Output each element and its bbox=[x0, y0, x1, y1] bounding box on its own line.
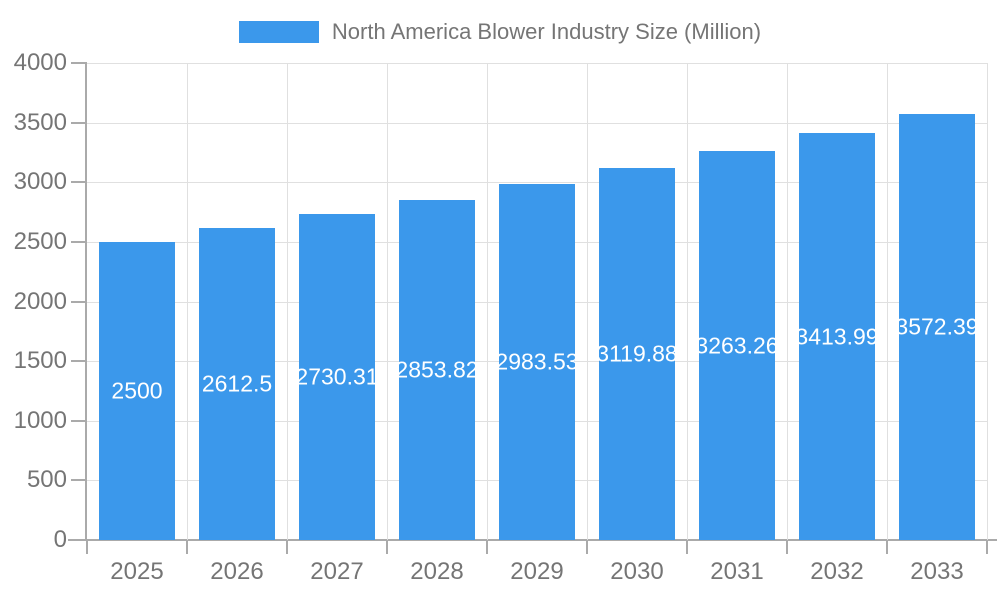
bar-value-label: 2983.53 bbox=[499, 348, 575, 375]
y-axis-label: 4000 bbox=[13, 49, 67, 76]
x-axis-label: 2030 bbox=[610, 558, 664, 585]
x-axis-label: 2026 bbox=[210, 558, 264, 585]
bar-2033[interactable]: 3572.39 bbox=[899, 114, 975, 540]
x-axis-label: 2025 bbox=[110, 558, 164, 585]
bar-2028[interactable]: 2853.82 bbox=[399, 200, 475, 540]
x-axis-tick bbox=[386, 540, 388, 554]
y-axis-label: 1500 bbox=[13, 347, 67, 374]
x-axis-tick bbox=[886, 540, 888, 554]
x-axis-tick bbox=[786, 540, 788, 554]
gridline-horizontal bbox=[87, 122, 987, 124]
plot-area: 2500 2612.5 2730.31 2853.82 2983.53 3119.88 32… bbox=[87, 63, 988, 540]
legend-label: North America Blower Industry Size (Mill… bbox=[331, 19, 762, 44]
bar-2026[interactable]: 2612.5 bbox=[199, 228, 275, 540]
gridline-vertical bbox=[387, 63, 388, 540]
bar-value-label: 2500 bbox=[111, 377, 163, 404]
x-axis-label: 2029 bbox=[510, 558, 564, 585]
gridline-vertical bbox=[187, 63, 188, 540]
y-axis-tick bbox=[71, 479, 87, 481]
bar-value-label: 2853.82 bbox=[399, 356, 475, 383]
bar-value-label: 2612.5 bbox=[201, 370, 273, 397]
y-axis-label: 3000 bbox=[13, 168, 67, 195]
bar-value-label: 2730.31 bbox=[299, 363, 375, 390]
gridline-vertical bbox=[687, 63, 688, 540]
x-axis-line bbox=[68, 539, 997, 541]
y-axis-tick bbox=[71, 181, 87, 183]
bar-2032[interactable]: 3413.99 bbox=[799, 133, 875, 540]
y-axis-tick bbox=[71, 420, 87, 422]
gridline-vertical bbox=[787, 63, 788, 540]
y-axis-tick bbox=[71, 539, 87, 541]
x-axis-tick bbox=[86, 540, 88, 554]
x-axis-tick bbox=[486, 540, 488, 554]
x-axis-tick bbox=[986, 540, 988, 554]
bar-2031[interactable]: 3263.26 bbox=[699, 151, 775, 540]
y-axis-tick bbox=[71, 122, 87, 124]
gridline-vertical bbox=[587, 63, 588, 540]
y-axis-label: 500 bbox=[26, 466, 67, 493]
y-axis-tick bbox=[71, 62, 87, 64]
chart-legend[interactable]: North America Blower Industry Size (Mill… bbox=[0, 18, 1000, 46]
y-axis-tick bbox=[71, 301, 87, 303]
bar-2029[interactable]: 2983.53 bbox=[499, 184, 575, 540]
bar-value-label: 3263.26 bbox=[699, 332, 775, 358]
bar-value-label: 3572.39 bbox=[899, 313, 975, 340]
y-axis-label: 3500 bbox=[13, 109, 67, 136]
bar-value-label: 3119.88 bbox=[599, 340, 675, 367]
gridline-horizontal bbox=[87, 63, 987, 64]
y-axis-tick bbox=[71, 360, 87, 362]
y-axis-label: 2000 bbox=[13, 288, 67, 315]
gridline-horizontal bbox=[87, 182, 987, 184]
x-axis-label: 2033 bbox=[910, 558, 964, 585]
y-axis-tick bbox=[71, 241, 87, 243]
bar-2030[interactable]: 3119.88 bbox=[599, 168, 675, 540]
y-axis-label: 0 bbox=[53, 526, 67, 553]
gridline-vertical bbox=[887, 63, 888, 540]
x-axis-tick bbox=[686, 540, 688, 554]
x-axis-label: 2027 bbox=[310, 558, 364, 585]
gridline-vertical bbox=[987, 63, 988, 540]
x-axis-label: 2031 bbox=[710, 558, 764, 585]
x-axis-tick bbox=[286, 540, 288, 554]
bar-value-label: 3413.99 bbox=[799, 323, 875, 349]
gridline-vertical bbox=[487, 63, 488, 540]
x-axis-label: 2032 bbox=[810, 558, 864, 585]
bar-2027[interactable]: 2730.31 bbox=[299, 214, 375, 540]
gridline-vertical bbox=[287, 63, 288, 540]
x-axis-tick bbox=[586, 540, 588, 554]
y-axis-label: 2500 bbox=[13, 228, 67, 255]
x-axis-tick bbox=[186, 540, 188, 554]
bar-2025[interactable]: 2500 bbox=[99, 242, 175, 540]
y-axis-label: 1000 bbox=[13, 407, 67, 434]
legend-swatch bbox=[238, 21, 319, 43]
x-axis-label: 2028 bbox=[410, 558, 464, 585]
